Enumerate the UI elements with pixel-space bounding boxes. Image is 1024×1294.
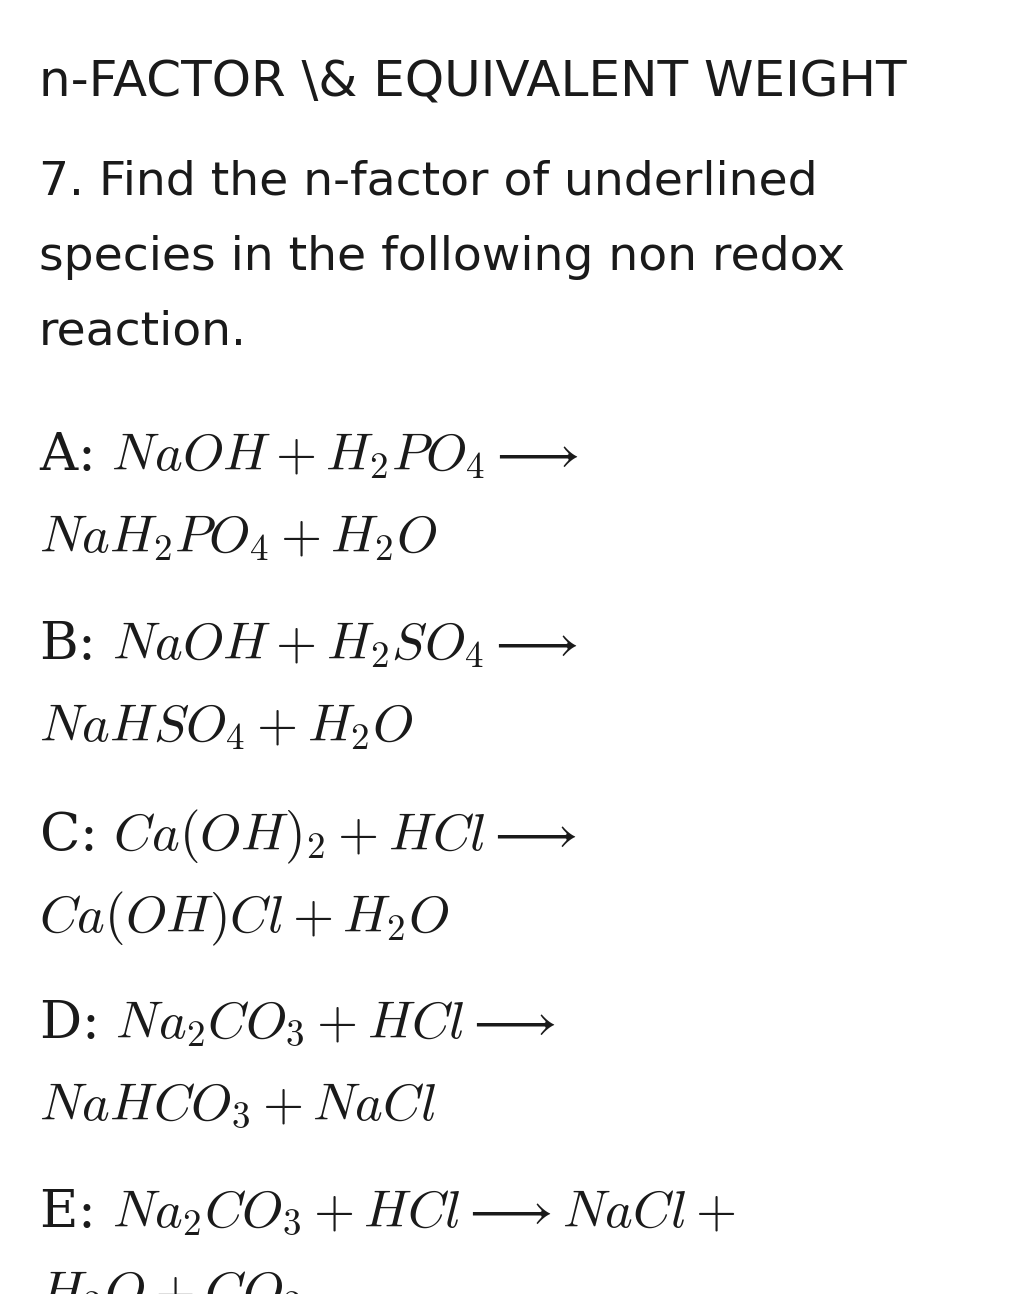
Text: B: $NaOH + H_2SO_4 \longrightarrow$: B: $NaOH + H_2SO_4 \longrightarrow$ <box>39 619 578 670</box>
Text: E: $Na_2CO_3 + HCl \longrightarrow NaCl +$: E: $Na_2CO_3 + HCl \longrightarrow NaCl … <box>39 1187 735 1237</box>
Text: species in the following non redox: species in the following non redox <box>39 234 845 280</box>
Text: A: $NaOH + H_2PO_4 \longrightarrow$: A: $NaOH + H_2PO_4 \longrightarrow$ <box>39 430 579 481</box>
Text: 7. Find the n-factor of underlined: 7. Find the n-factor of underlined <box>39 159 817 204</box>
Text: C: $Ca(OH)_2 + HCl \longrightarrow$: C: $Ca(OH)_2 + HCl \longrightarrow$ <box>39 809 577 867</box>
Text: $NaHSO_4 + H_2O$: $NaHSO_4 + H_2O$ <box>39 701 414 752</box>
Text: n-FACTOR \& EQUIVALENT WEIGHT: n-FACTOR \& EQUIVALENT WEIGHT <box>39 58 906 106</box>
Text: $H_2O + CO_2$: $H_2O + CO_2$ <box>39 1268 301 1294</box>
Text: reaction.: reaction. <box>39 309 247 355</box>
Text: D: $Na_2CO_3 + HCl \longrightarrow$: D: $Na_2CO_3 + HCl \longrightarrow$ <box>39 998 556 1048</box>
Text: $Ca(OH)Cl + H_2O$: $Ca(OH)Cl + H_2O$ <box>39 890 450 949</box>
Text: $NaHCO_3 + NaCl$: $NaHCO_3 + NaCl$ <box>39 1079 436 1131</box>
Text: $NaH_2PO_4 + H_2O$: $NaH_2PO_4 + H_2O$ <box>39 512 437 563</box>
